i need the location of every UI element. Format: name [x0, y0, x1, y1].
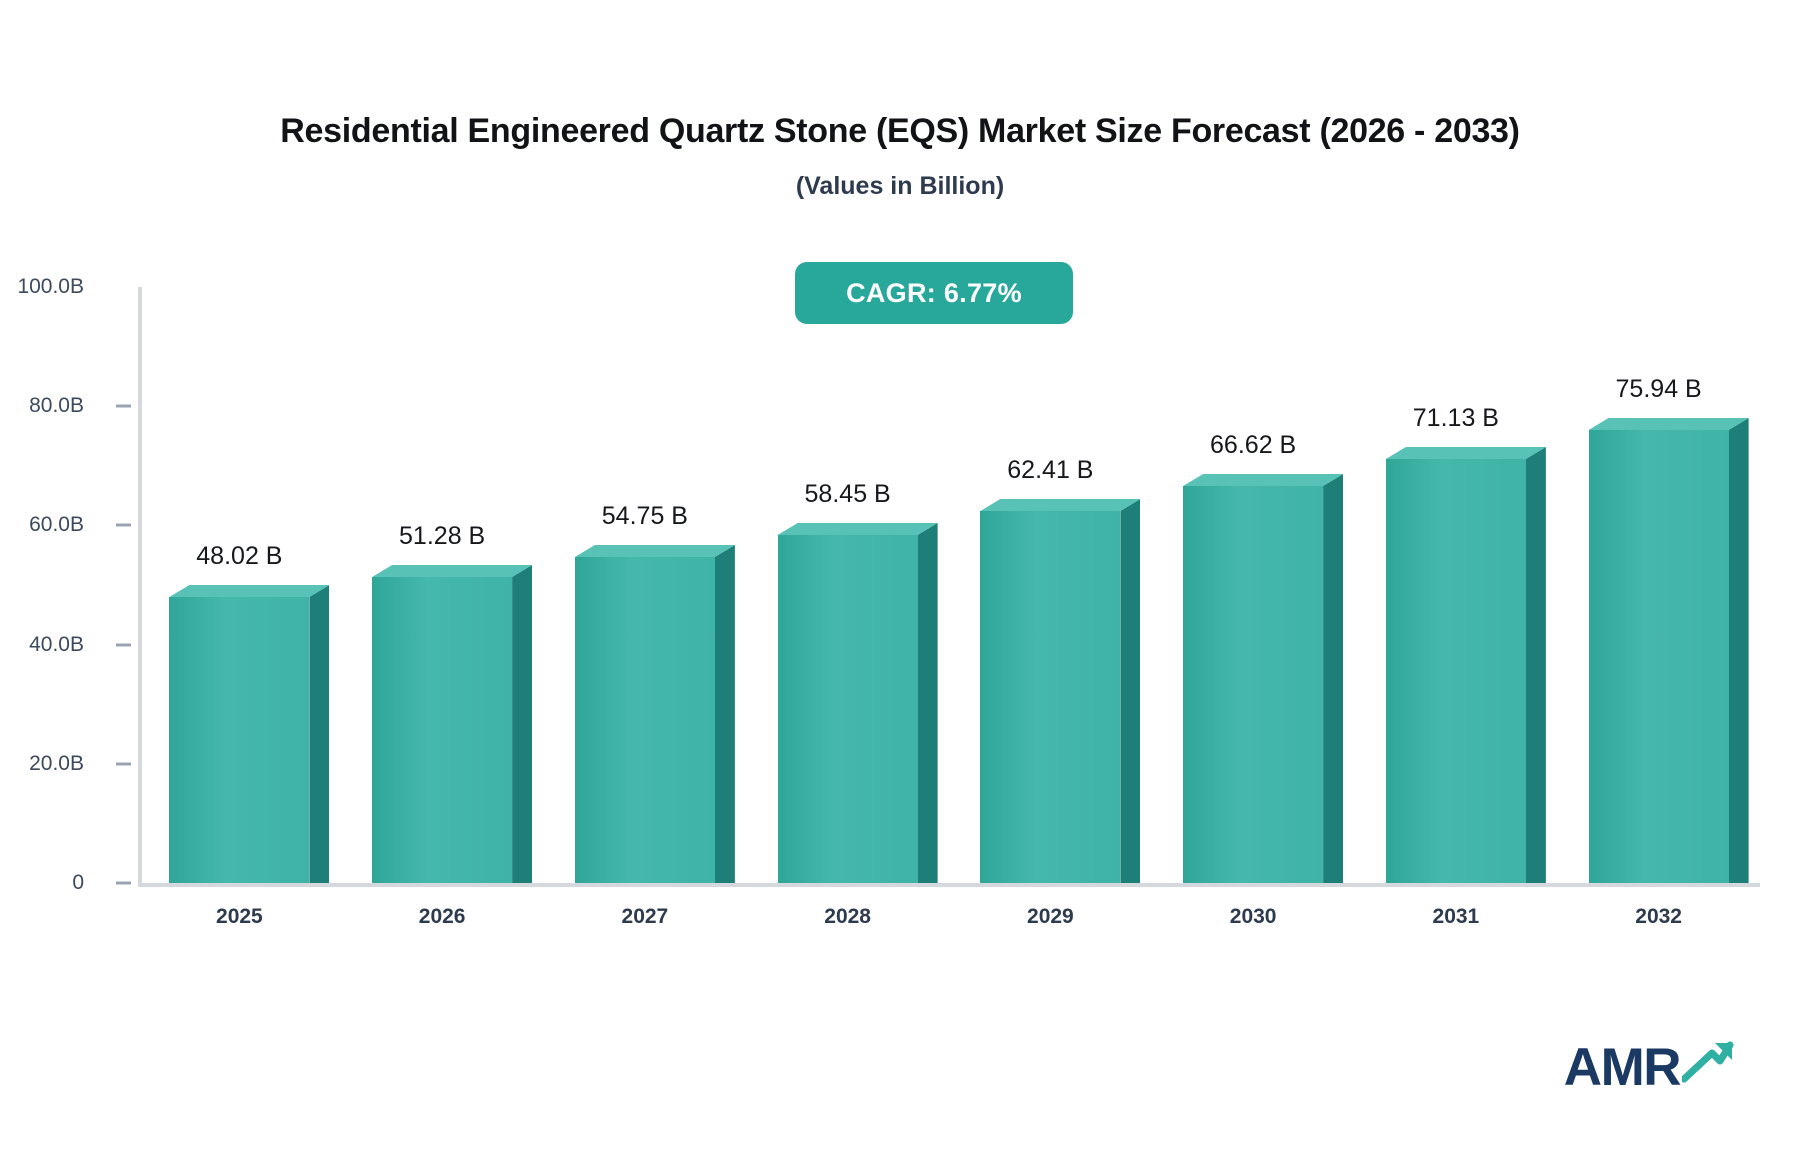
y-axis-tick-label: 80.0B	[29, 394, 84, 418]
bar-top-face	[1183, 474, 1344, 486]
y-axis-tick-label: 60.0B	[29, 513, 84, 537]
bar-2028[interactable]: 58.45 B	[777, 480, 938, 883]
bar-value-label: 66.62 B	[1210, 431, 1297, 459]
bar-front-face	[372, 565, 533, 883]
bar-top-face	[980, 499, 1141, 511]
bar-side-face	[917, 523, 938, 883]
bar-side-face	[1728, 418, 1749, 883]
y-axis-tick-mark	[116, 523, 131, 527]
bar-value-label: 48.02 B	[196, 542, 283, 570]
bar-top-face	[574, 545, 735, 557]
bar-slot: 54.75 B	[544, 287, 747, 883]
bar-top-face	[372, 565, 533, 577]
bar-slot: 48.02 B	[138, 287, 341, 883]
amr-logo: AMR	[1564, 1041, 1734, 1094]
bar-value-label: 58.45 B	[804, 480, 891, 508]
chart-subtitle: (Values in Billion)	[795, 172, 1005, 200]
x-axis-line	[138, 883, 1760, 887]
amr-logo-text: AMR	[1563, 1038, 1682, 1097]
x-axis-tick-label: 2028	[824, 905, 871, 928]
bar-2025[interactable]: 48.02 B	[169, 542, 330, 883]
bar-front-face	[1385, 447, 1546, 883]
bar-slot: 75.94 B	[1557, 287, 1760, 883]
bar-value-label: 54.75 B	[601, 502, 688, 530]
bar-value-label: 51.28 B	[399, 522, 486, 550]
bar-side-face	[1120, 499, 1141, 883]
y-axis-tick-mark	[116, 762, 131, 766]
bar-slot: 62.41 B	[949, 287, 1152, 883]
bar-front-face	[1183, 474, 1344, 883]
bar-2031[interactable]: 71.13 B	[1385, 404, 1546, 883]
y-axis-tick-mark	[116, 404, 131, 408]
bar-slot: 58.45 B	[746, 287, 949, 883]
x-axis-tick-label: 2026	[418, 905, 466, 928]
bar-side-face	[1525, 447, 1546, 883]
bar-front-face	[777, 523, 938, 883]
trend-up-arrow-icon	[1680, 1041, 1734, 1088]
bar-front-face	[169, 585, 330, 883]
bar-value-label: 71.13 B	[1412, 404, 1499, 432]
plot-area: 0 20.0B 40.0B 60.0B 80.0B 100.0B 48.02 B 51.28…	[17, 275, 1760, 894]
bar-top-face	[169, 585, 330, 597]
bar-side-face	[512, 565, 533, 883]
cagr-badge: CAGR: 6.77%	[795, 262, 1073, 324]
bar-slot: 66.62 B	[1152, 287, 1355, 883]
x-axis-tick-label: 2031	[1432, 905, 1480, 928]
bar-2032[interactable]: 75.94 B	[1588, 375, 1749, 883]
bar-front-face	[980, 499, 1141, 883]
bar-series: 48.02 B 51.28 B 54.75 B 58.45 B 62.41 B 66.62…	[138, 287, 1760, 883]
bar-front-face	[1588, 418, 1749, 883]
y-axis-tick-mark	[116, 643, 131, 647]
bar-value-label: 62.41 B	[1007, 456, 1094, 484]
bar-value-label: 75.94 B	[1615, 375, 1702, 403]
bar-side-face	[1323, 474, 1344, 883]
bar-top-face	[777, 523, 938, 535]
y-axis-line	[138, 287, 142, 887]
bar-2029[interactable]: 62.41 B	[980, 456, 1141, 883]
y-axis-tick-label: 20.0B	[29, 751, 84, 775]
bar-side-face	[309, 585, 330, 883]
x-axis-tick-label: 2032	[1635, 905, 1682, 928]
y-axis-tick-label: 40.0B	[29, 632, 84, 656]
x-axis-tick-label: 2027	[621, 905, 669, 928]
x-axis-tick-label: 2029	[1027, 905, 1074, 928]
bar-side-face	[714, 545, 735, 883]
x-axis-ticks: 2025 2026 2027 2028 2029 2030 2031 2032	[138, 905, 1760, 929]
y-axis-tick-mark	[116, 881, 131, 885]
bar-slot: 71.13 B	[1355, 287, 1558, 883]
page-title: Residential Engineered Quartz Stone (EQS…	[280, 112, 1520, 150]
bar-front-face	[574, 545, 735, 883]
bar-top-face	[1385, 447, 1546, 459]
bar-top-face	[1588, 418, 1749, 430]
x-axis-tick-label: 2025	[216, 905, 263, 928]
y-axis-tick-label: 100.0B	[17, 275, 84, 298]
bar-2027[interactable]: 54.75 B	[574, 502, 735, 883]
cagr-badge-label: CAGR: 6.77%	[846, 277, 1022, 308]
y-axis-tick-label: 0	[72, 871, 84, 894]
x-axis-tick-label: 2030	[1229, 905, 1277, 928]
bar-slot: 51.28 B	[341, 287, 544, 883]
bar-2030[interactable]: 66.62 B	[1183, 431, 1344, 883]
bar-2026[interactable]: 51.28 B	[372, 522, 533, 883]
